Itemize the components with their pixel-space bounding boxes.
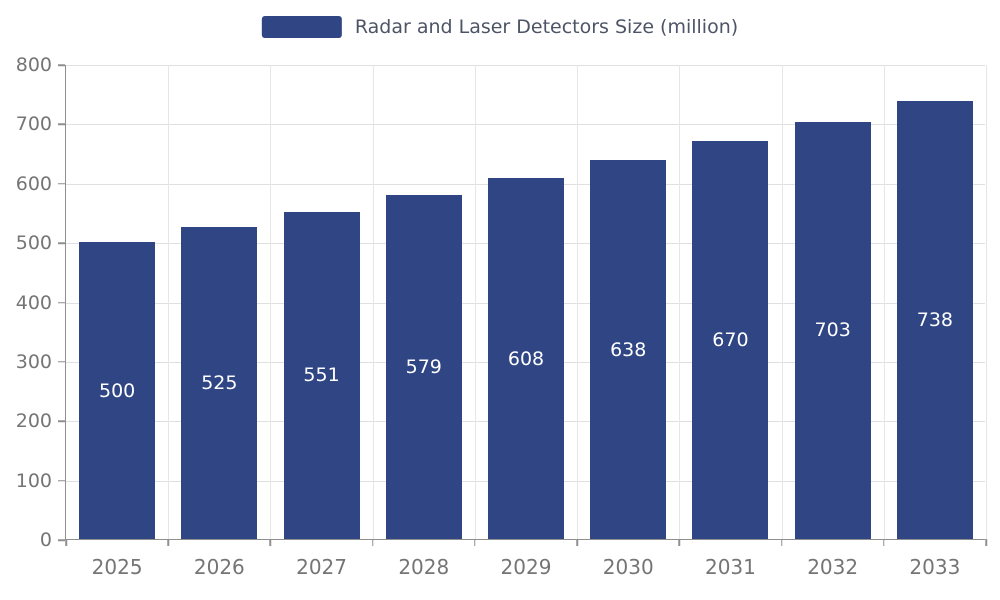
x-tick-mark: [474, 539, 476, 546]
y-tick-mark: [57, 183, 65, 185]
gridline-vertical: [781, 65, 783, 539]
y-tick-mark: [57, 420, 65, 422]
x-tick-mark: [883, 539, 885, 546]
bar-value-label: 500: [98, 379, 136, 402]
x-tick-label: 2029: [500, 555, 552, 579]
y-tick-label: 200: [15, 410, 52, 433]
y-tick-label: 500: [15, 232, 52, 255]
bar-2032[interactable]: 703: [794, 121, 871, 539]
x-tick-mark: [167, 539, 169, 546]
x-tick-label: 2031: [704, 555, 756, 579]
bar-2028[interactable]: 579: [385, 195, 462, 539]
x-tick-mark: [985, 539, 987, 546]
bar-2033[interactable]: 738: [896, 100, 973, 539]
y-tick-mark: [57, 64, 65, 66]
bar-2025[interactable]: 500: [79, 242, 156, 539]
bar-value-label: 670: [712, 329, 749, 352]
legend[interactable]: Radar and Laser Detectors Size (million): [261, 16, 739, 38]
y-tick-label: 800: [15, 54, 52, 76]
bar-2031[interactable]: 670: [692, 141, 769, 539]
x-tick-label: 2033: [909, 555, 961, 579]
legend-label: Radar and Laser Detectors Size (million): [354, 16, 739, 38]
y-tick-label: 300: [15, 350, 52, 373]
gridline-vertical: [372, 65, 374, 539]
bar-value-label: 579: [405, 356, 442, 379]
bar-2029[interactable]: 608: [488, 178, 564, 539]
bar-value-label: 525: [201, 372, 238, 395]
bar-value-label: 638: [610, 338, 647, 361]
y-tick-mark: [57, 479, 65, 482]
y-tick-label: 0: [39, 529, 52, 551]
x-tick-label: 2032: [807, 555, 859, 579]
y-tick-mark: [57, 242, 65, 244]
x-tick-mark: [780, 539, 783, 546]
x-tick-mark: [269, 539, 272, 546]
bar-2030[interactable]: 638: [590, 160, 667, 539]
bar-value-label: 551: [303, 364, 340, 387]
x-tick-label: 2028: [398, 555, 450, 579]
y-tick-label: 400: [15, 291, 52, 314]
bar-value-label: 703: [814, 319, 851, 342]
gridline-vertical: [168, 65, 170, 539]
y-tick-mark: [57, 539, 65, 541]
gridline-vertical: [474, 65, 476, 539]
y-tick-mark: [57, 361, 65, 363]
x-tick-label: 2027: [296, 555, 347, 579]
x-tick-label: 2030: [602, 555, 654, 579]
y-tick-label: 700: [15, 113, 52, 136]
gridline-horizontal: [66, 65, 985, 66]
x-tick-mark: [65, 539, 67, 546]
gridline-vertical: [883, 65, 885, 539]
gridline-horizontal: [66, 124, 985, 126]
x-tick-mark: [678, 539, 681, 546]
gridline-vertical: [986, 65, 987, 539]
gridline-vertical: [270, 65, 272, 539]
y-tick-label: 600: [15, 172, 52, 195]
x-tick-mark: [576, 539, 578, 546]
x-tick-label: 2025: [91, 555, 143, 579]
legend-swatch-icon: [261, 16, 342, 38]
y-tick-label: 100: [15, 469, 52, 492]
bar-value-label: 738: [916, 308, 954, 331]
x-tick-label: 2026: [193, 555, 245, 579]
bar-2027[interactable]: 551: [283, 211, 360, 539]
gridline-vertical: [577, 65, 579, 539]
bar-chart-plot-area: 0 100 200 300 400 500 600 700 800 500 2025 525 2026 5…: [16, 54, 987, 579]
y-tick-mark: [57, 301, 65, 304]
bar-value-label: 608: [507, 347, 545, 370]
bar-2026[interactable]: 525: [181, 227, 258, 539]
gridline-vertical: [679, 65, 681, 539]
x-tick-mark: [371, 539, 374, 546]
y-tick-mark: [57, 123, 65, 126]
